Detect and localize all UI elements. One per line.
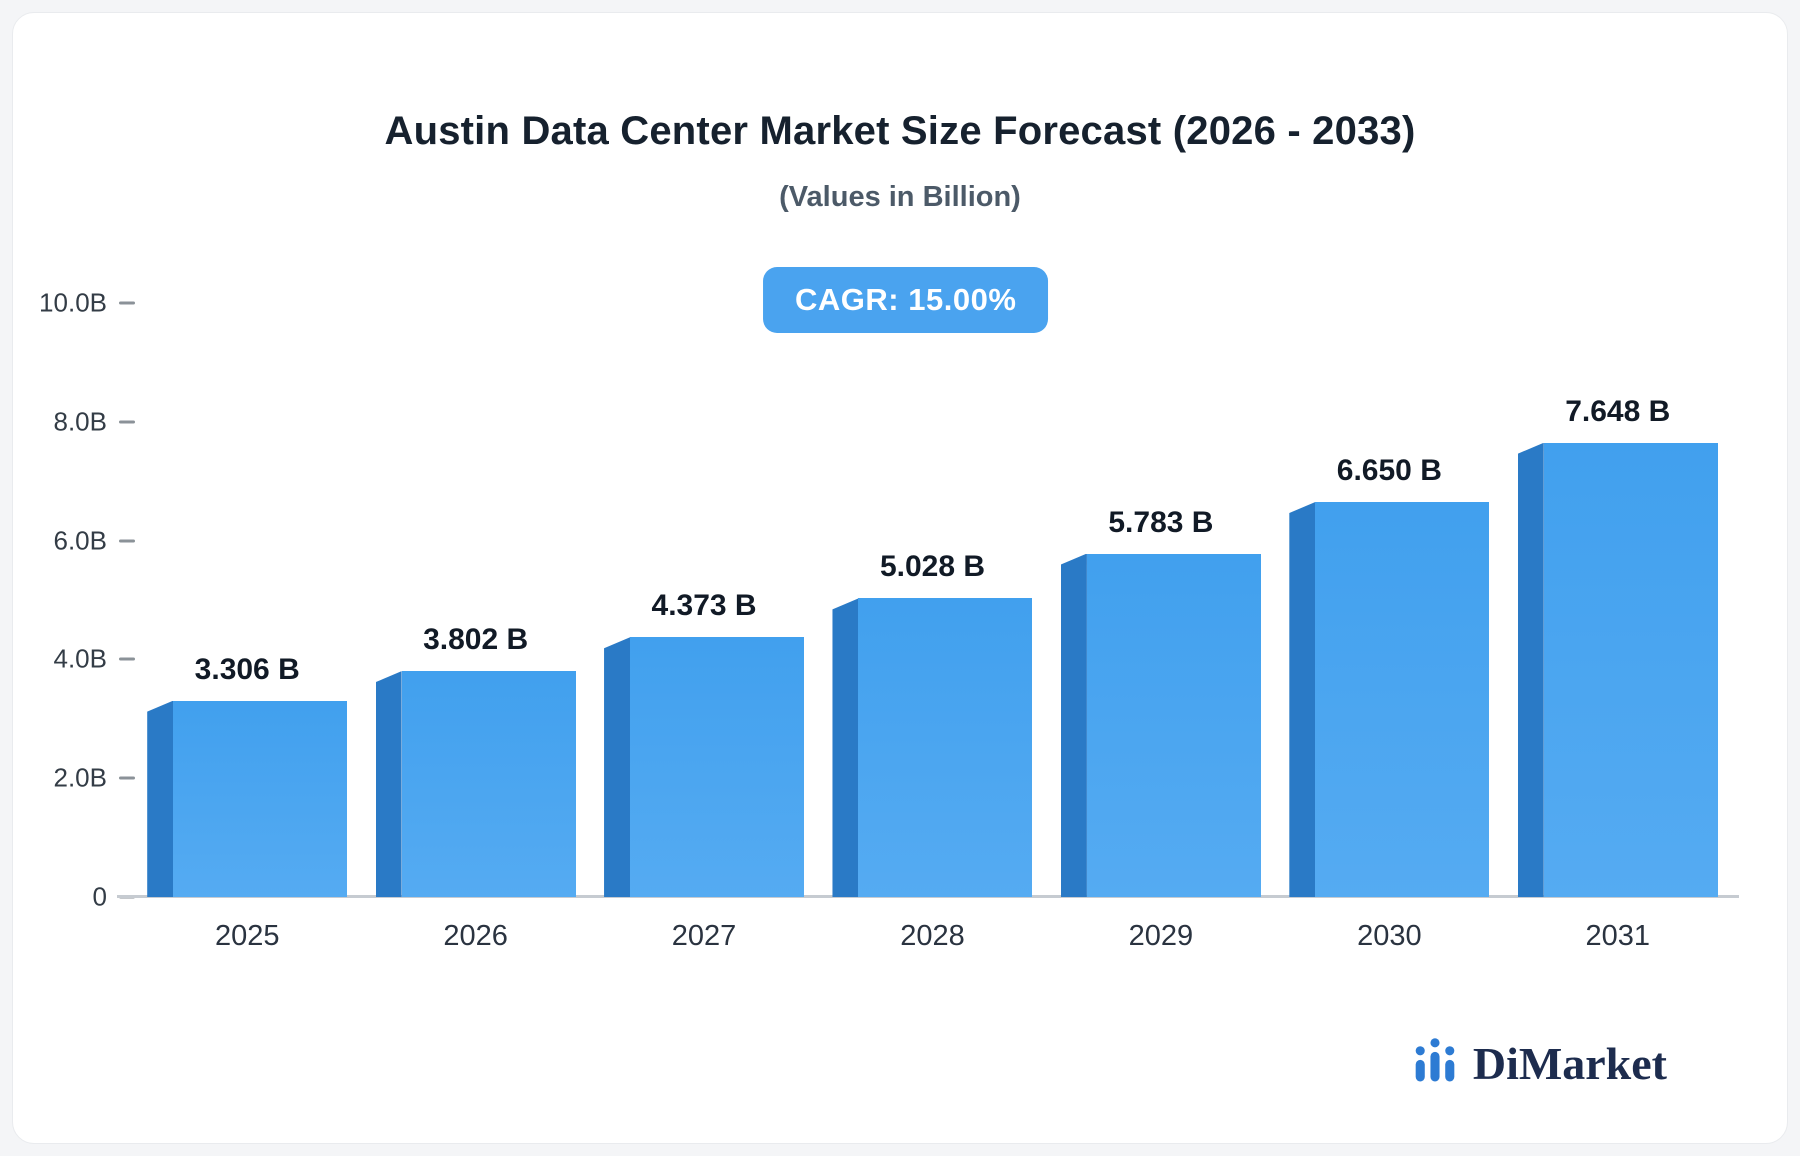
- bar-group-2027: 4.373 B 2027: [590, 303, 818, 952]
- y-axis: 10.0B 8.0B 6.0B 4.0B 2.0B 0: [13, 288, 135, 912]
- bar-group-2029: 5.783 B 2029: [1047, 303, 1275, 952]
- y-tick: 8.0B: [13, 406, 135, 437]
- bar-side-face: [1060, 553, 1087, 897]
- y-tick-mark: [119, 539, 135, 543]
- bar-chart-icon: [1410, 1036, 1460, 1091]
- x-axis-label: 2031: [1585, 920, 1650, 952]
- bar-group-2030: 6.650 B 2030: [1275, 303, 1503, 952]
- bar-group-2028: 5.028 B 2028: [818, 303, 1046, 952]
- bar-front-face: [1086, 553, 1261, 897]
- y-tick-mark: [119, 301, 135, 305]
- x-axis-label: 2028: [900, 920, 965, 952]
- y-tick: 4.0B: [13, 644, 135, 675]
- x-axis-label: 2029: [1128, 920, 1194, 952]
- y-tick-mark: [119, 657, 135, 661]
- bar-front-face: [401, 671, 576, 897]
- y-tick-label: 6.0B: [53, 525, 108, 556]
- y-tick-label: 0: [92, 881, 107, 912]
- bar-side-face: [147, 700, 174, 897]
- bar-side-face: [832, 598, 859, 897]
- bar-value-label: 6.650 B: [1336, 454, 1442, 487]
- bar-2027: [604, 637, 805, 897]
- bar-value-label: 5.028 B: [879, 550, 986, 584]
- cagr-badge: CAGR: 15.00%: [763, 267, 1049, 333]
- bar-front-face: [630, 637, 805, 897]
- plot-area: 3.306 B 2025 3.802 B 2026 4.373 B 2027 5.028 B…: [133, 303, 1732, 952]
- bar-front-face: [173, 700, 348, 897]
- bar-group-2026: 3.802 B 2026: [361, 303, 589, 952]
- brand-logo-text: DiMarket: [1472, 1038, 1667, 1089]
- bar-front-face: [1315, 502, 1490, 897]
- chart-subtitle: (Values in Billion): [779, 181, 1021, 213]
- bar-side-face: [1517, 442, 1544, 897]
- bar-value-label: 7.648 B: [1565, 394, 1671, 428]
- chart-title: Austin Data Center Market Size Forecast …: [384, 109, 1416, 153]
- bar-front-face: [1543, 442, 1718, 897]
- y-tick: 6.0B: [13, 525, 135, 556]
- bar-group-2025: 3.306 B 2025: [133, 303, 361, 952]
- y-tick-mark: [119, 776, 135, 780]
- bar-side-face: [375, 671, 402, 897]
- bar-2026: [375, 671, 576, 897]
- y-tick-label: 10.0B: [39, 287, 107, 318]
- bar-2030: [1289, 502, 1490, 897]
- chart-card: Austin Data Center Market Size Forecast …: [12, 12, 1788, 1144]
- x-axis-label: 2030: [1357, 920, 1422, 952]
- x-axis-label: 2027: [671, 920, 737, 952]
- bar-side-face: [1289, 502, 1316, 897]
- y-tick: 2.0B: [13, 763, 135, 794]
- bar-group-2031: 7.648 B 2031: [1504, 303, 1732, 952]
- bar-chart: 10.0B 8.0B 6.0B 4.0B 2.0B 0 3.306 B 2025 3.802 …: [13, 288, 1787, 952]
- bar-front-face: [858, 598, 1033, 897]
- bar-2031: [1517, 442, 1718, 897]
- y-tick-label: 2.0B: [53, 762, 108, 793]
- bar-2028: [832, 598, 1033, 897]
- brand-logo: DiMarket: [1410, 1036, 1667, 1091]
- y-tick: 10.0B: [13, 288, 135, 319]
- bar-value-label: 3.802 B: [423, 623, 529, 657]
- bar-value-label: 4.373 B: [651, 589, 757, 623]
- bar-value-label: 5.783 B: [1108, 505, 1214, 539]
- bar-2029: [1060, 553, 1261, 897]
- bar-2025: [147, 700, 348, 897]
- bar-side-face: [604, 637, 631, 897]
- y-tick-mark: [119, 420, 135, 424]
- x-axis-label: 2026: [443, 920, 508, 952]
- y-tick-label: 4.0B: [53, 643, 108, 674]
- bar-value-label: 3.306 B: [194, 652, 300, 686]
- y-tick-label: 8.0B: [53, 406, 108, 437]
- x-axis-label: 2025: [214, 920, 280, 952]
